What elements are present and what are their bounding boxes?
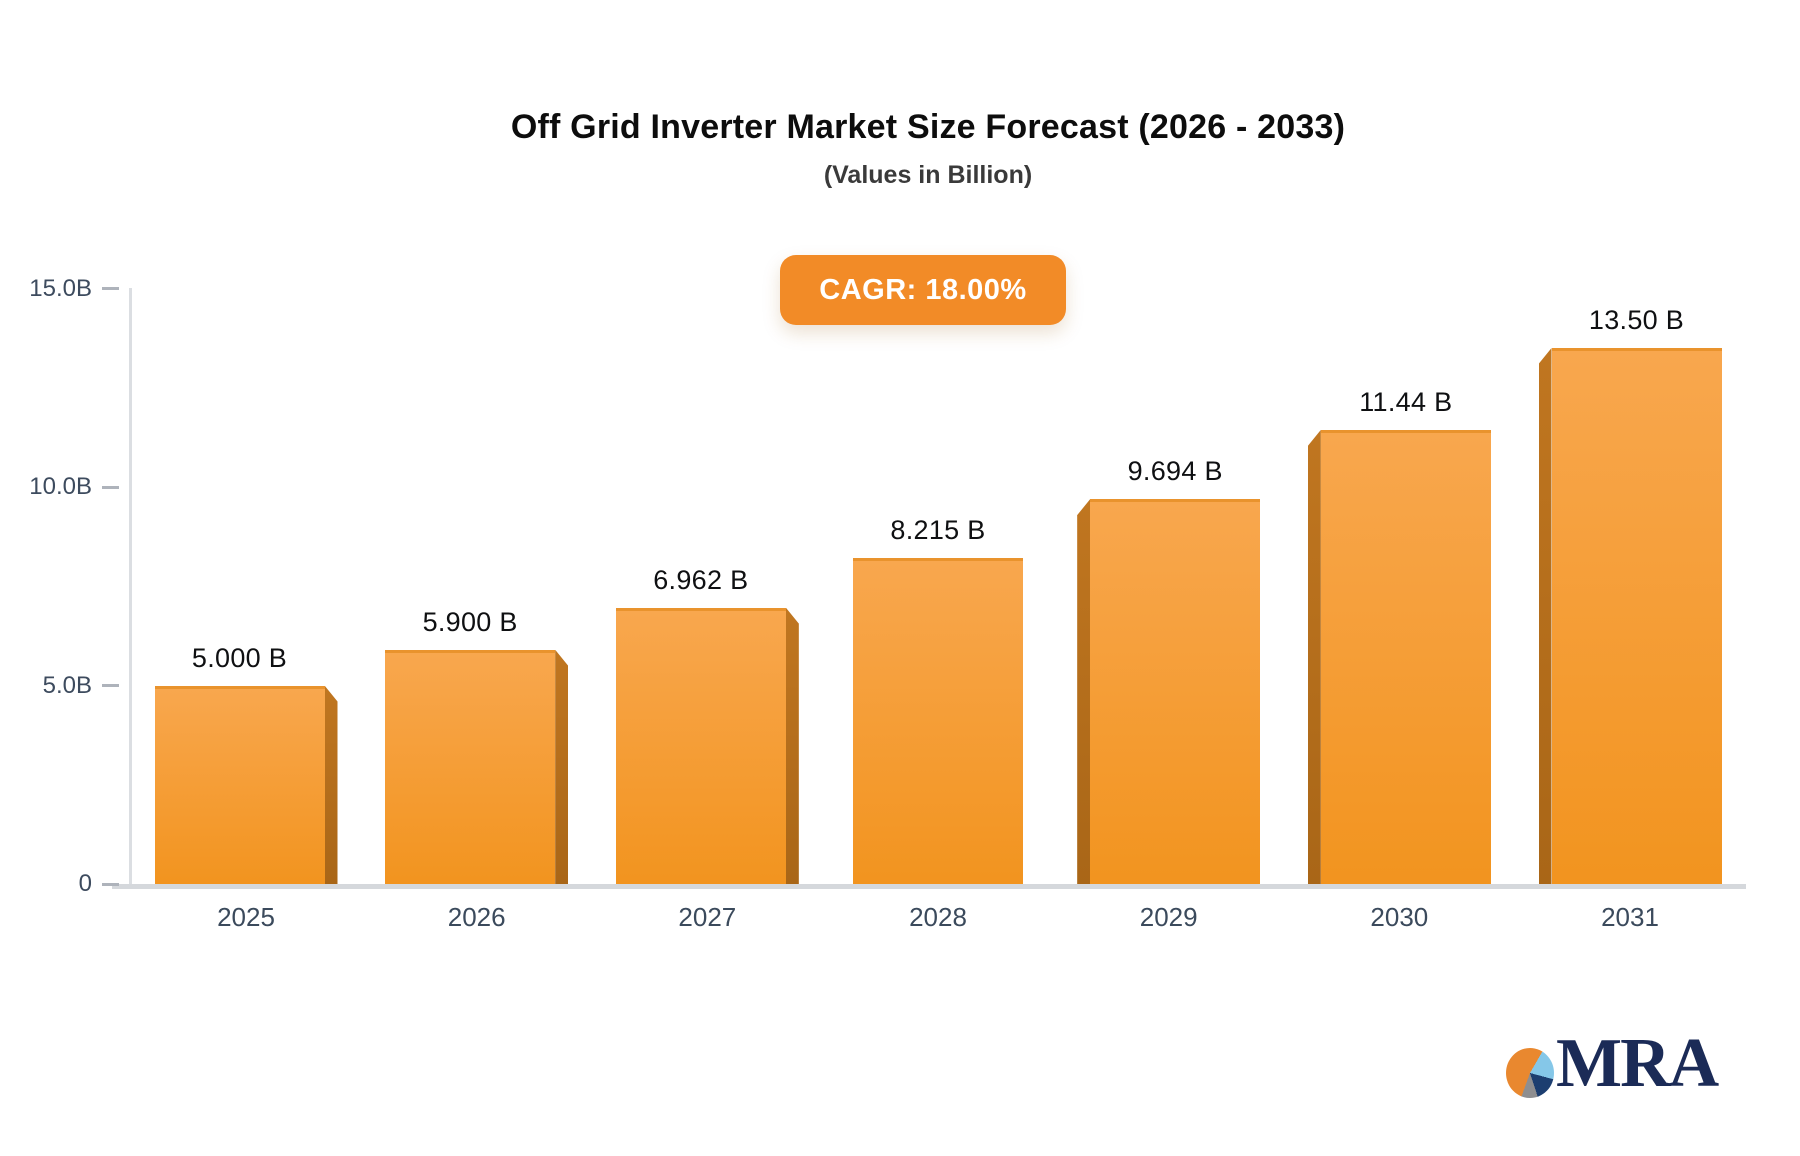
- y-tick-label: 10.0B: [29, 473, 92, 500]
- y-tick-dash: [102, 485, 119, 489]
- x-axis-label-2028: 2028: [909, 902, 967, 932]
- y-tick-dash: [102, 882, 119, 886]
- y-tick-dash: [102, 287, 119, 290]
- cagr-badge: CAGR: 18.00%: [780, 255, 1066, 325]
- x-axis-line: [112, 884, 1746, 889]
- bar-side-face: [1307, 429, 1321, 884]
- bar-value-label: 13.50 B: [1588, 305, 1685, 336]
- bar-value-label: 6.962 B: [653, 564, 749, 595]
- bar-value-label: 5.000 B: [191, 642, 288, 673]
- bar-2025: [154, 685, 325, 884]
- chart-subtitle: (Values in Billion): [823, 161, 1033, 189]
- bar-2030: [1320, 429, 1491, 884]
- bar-side-face: [555, 649, 569, 884]
- bar-side-face: [1538, 348, 1552, 884]
- bar-value-label: 5.900 B: [422, 606, 518, 637]
- bar-2026: [385, 649, 556, 884]
- x-axis-label-2025: 2025: [217, 902, 275, 932]
- cagr-badge-label: CAGR: 18.00%: [819, 273, 1027, 306]
- x-axis-label-2026: 2026: [447, 902, 506, 932]
- x-axis-label-2027: 2027: [678, 902, 737, 932]
- x-axis-label-2030: 2030: [1370, 902, 1429, 932]
- y-tick-label: 15.0B: [29, 274, 92, 302]
- y-tick-label: 5.0B: [42, 671, 92, 699]
- y-axis-line: [129, 288, 132, 886]
- mra-logo: MRA: [1506, 1025, 1719, 1102]
- chart-title: Off Grid Inverter Market Size Forecast (…: [510, 108, 1346, 146]
- bar-side-face: [324, 685, 338, 884]
- y-tick-dash: [102, 684, 119, 687]
- bar-2028: [853, 557, 1023, 884]
- bar-side-face: [785, 607, 799, 884]
- mra-logo-pie-icon: [1506, 1048, 1554, 1098]
- x-axis-label-2029: 2029: [1139, 902, 1198, 932]
- bar-value-label: 9.694 B: [1127, 456, 1223, 487]
- bar-value-label: 8.215 B: [890, 514, 986, 545]
- bar-2031: [1551, 348, 1722, 884]
- bar-2029: [1090, 499, 1261, 884]
- mra-logo-text: MRA: [1556, 1025, 1719, 1102]
- bar-value-label: 11.44 B: [1359, 386, 1453, 417]
- chart-header: Off Grid Inverter Market Size Forecast (…: [56, 108, 1800, 190]
- bar-side-face: [1077, 499, 1091, 884]
- bar-2027: [615, 607, 786, 884]
- x-axis-label-2031: 2031: [1601, 902, 1659, 932]
- y-tick-label: 0: [78, 870, 92, 897]
